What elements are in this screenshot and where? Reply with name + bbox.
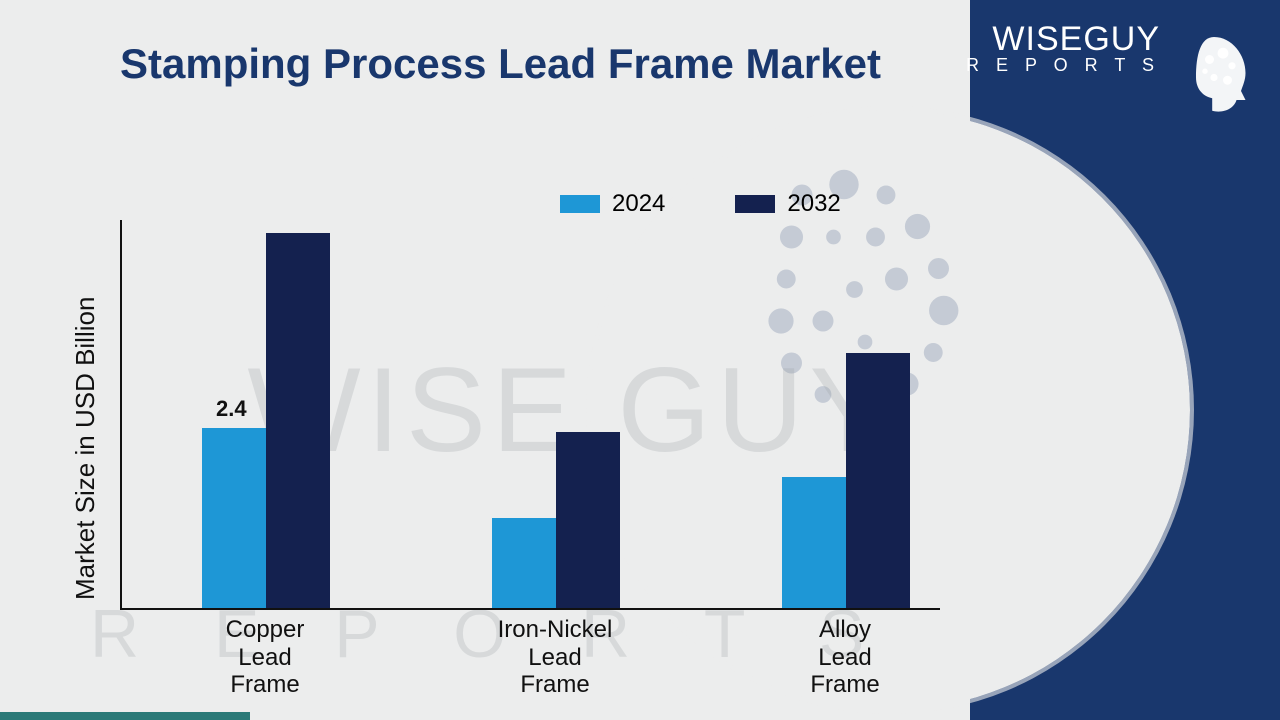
legend-label-2024: 2024 [612, 190, 665, 218]
chart-title: Stamping Process Lead Frame Market [120, 40, 881, 88]
bar-group [492, 432, 662, 608]
logo-head-icon [1160, 28, 1250, 118]
bar-group [202, 233, 372, 608]
chart-plot-area: 2.4 [120, 220, 940, 610]
x-axis-category-label: CopperLeadFrame [180, 616, 350, 699]
chart-legend: 2024 2032 [560, 190, 841, 218]
bar [782, 477, 846, 608]
bar [556, 432, 620, 608]
bar [492, 518, 556, 608]
bar [202, 428, 266, 608]
x-axis-category-label: Iron-NickelLeadFrame [470, 616, 640, 699]
logo-main-text: WISEGUY [966, 20, 1160, 59]
logo-sub-text: R E P O R T S [966, 55, 1160, 76]
bar [846, 353, 910, 608]
bar [266, 233, 330, 608]
x-axis-category-label: AlloyLeadFrame [760, 616, 930, 699]
y-axis-label: Market Size in USD Billion [70, 297, 101, 600]
bottom-accent-bar [0, 712, 250, 720]
legend-swatch-2032 [735, 195, 775, 213]
bar-group [782, 353, 952, 608]
legend-swatch-2024 [560, 195, 600, 213]
legend-item-2024: 2024 [560, 190, 665, 218]
legend-item-2032: 2032 [735, 190, 840, 218]
legend-label-2032: 2032 [787, 190, 840, 218]
page-root: WISE GUY R E P O R T S WISEGUY R E P O R… [0, 0, 1280, 720]
brand-logo: WISEGUY R E P O R T S [1056, 20, 1250, 76]
